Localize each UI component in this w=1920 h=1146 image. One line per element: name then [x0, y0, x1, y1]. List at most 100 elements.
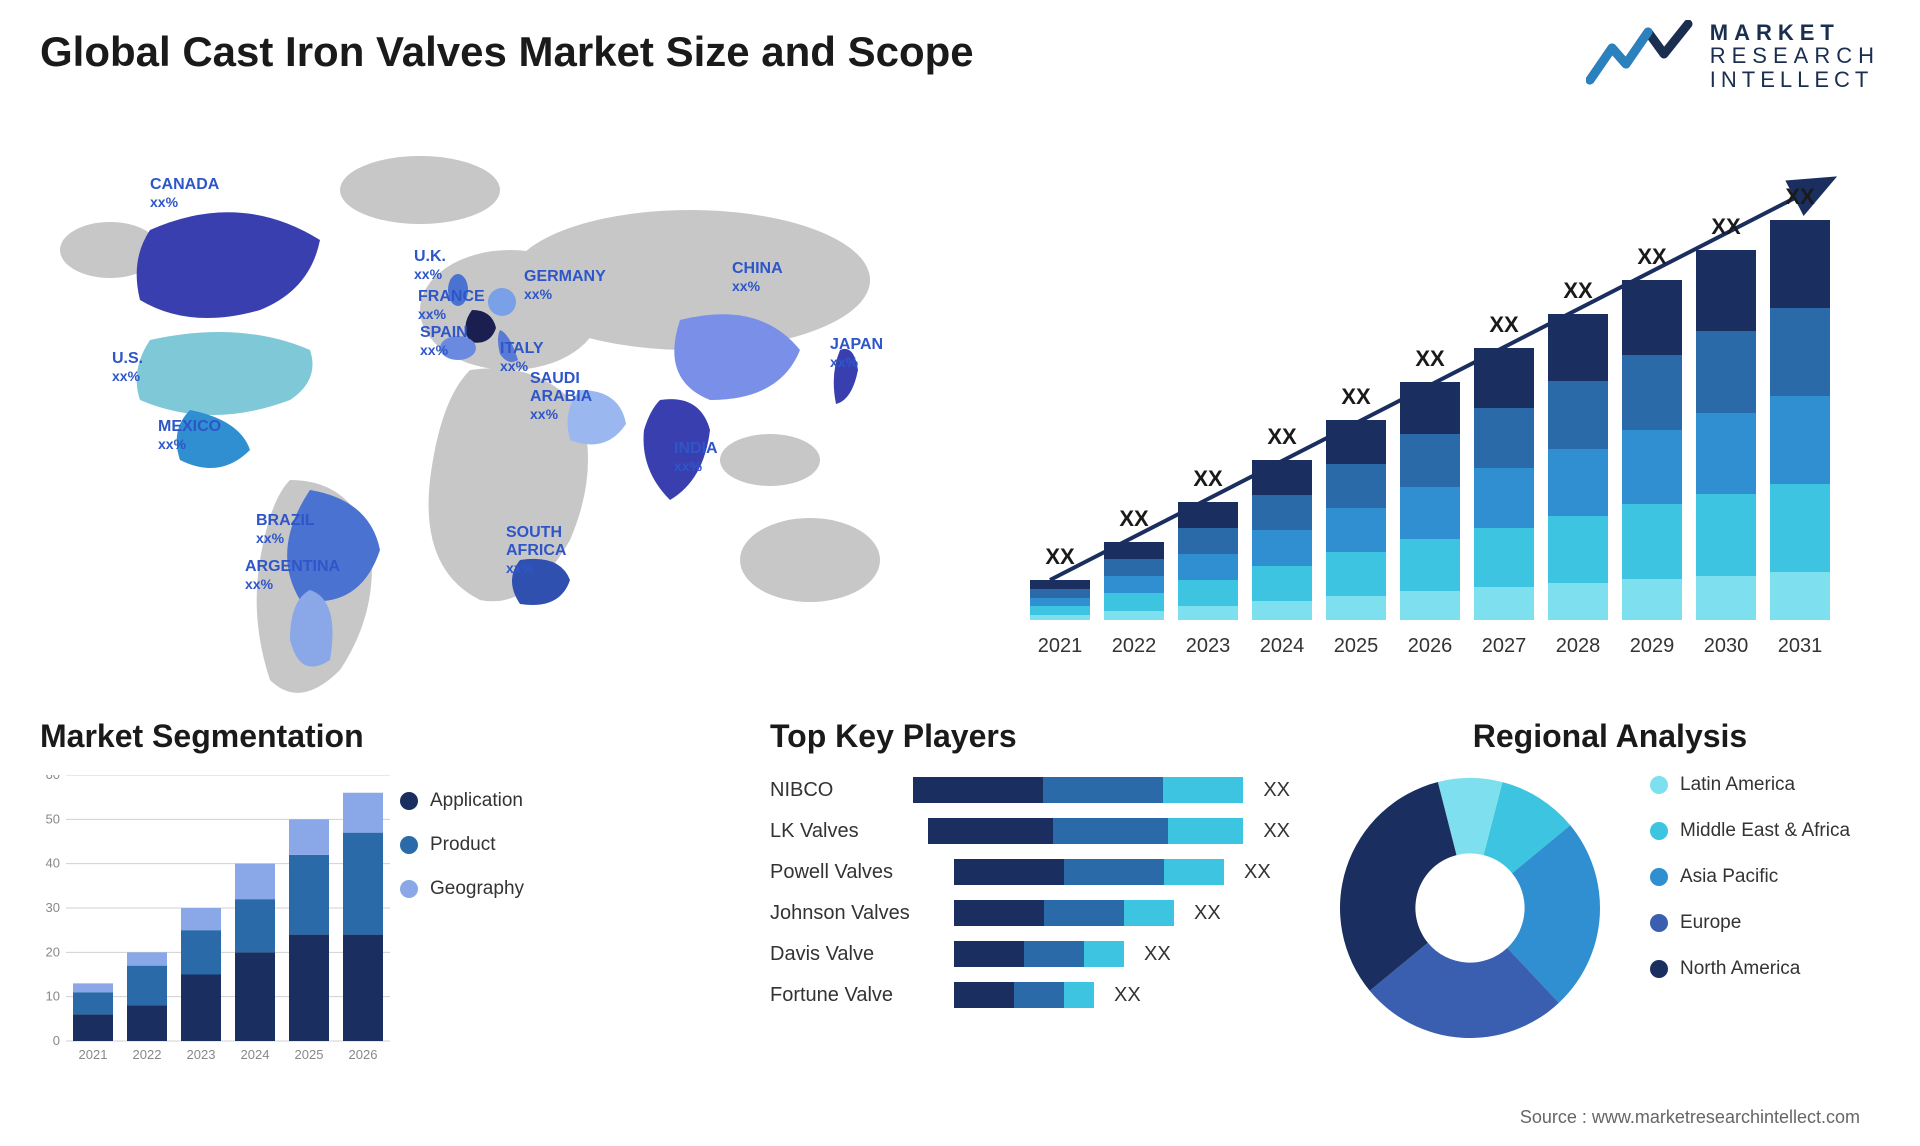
svg-text:2024: 2024: [241, 1047, 270, 1062]
player-row: Powell Valves XX: [770, 859, 1290, 885]
forecast-value: XX: [1252, 424, 1312, 450]
segmentation-legend: ApplicationProductGeography: [400, 790, 524, 900]
players-list: NIBCO XX LK Valves XX Powell Valves XX Johnson…: [770, 777, 1290, 1008]
map-label: SPAINxx%: [420, 324, 468, 358]
player-value: XX: [1144, 943, 1171, 966]
svg-text:2023: 2023: [187, 1047, 216, 1062]
forecast-value: XX: [1400, 346, 1460, 372]
svg-text:20: 20: [46, 944, 60, 959]
svg-text:30: 30: [46, 900, 60, 915]
map-label: MEXICOxx%: [158, 418, 221, 452]
forecast-year-label: 2026: [1400, 635, 1460, 658]
source-text: Source : www.marketresearchintellect.com: [1520, 1107, 1860, 1128]
map-label: U.K.xx%: [414, 248, 446, 282]
svg-text:50: 50: [46, 811, 60, 826]
logo-text-1: MARKET: [1710, 21, 1880, 44]
map-label: ITALYxx%: [500, 340, 544, 374]
map-label: CANADAxx%: [150, 176, 219, 210]
players-title: Top Key Players: [770, 718, 1290, 755]
forecast-year-label: 2029: [1622, 635, 1682, 658]
player-bar: [954, 900, 1174, 926]
forecast-bar: XX2025: [1326, 420, 1386, 620]
forecast-year-label: 2022: [1104, 635, 1164, 658]
forecast-value: XX: [1030, 544, 1090, 570]
player-name: LK Valves: [770, 820, 914, 843]
forecast-bar: XX2023: [1178, 502, 1238, 620]
legend-item: Product: [400, 834, 524, 856]
logo-text-3: INTELLECT: [1710, 68, 1880, 91]
svg-text:2022: 2022: [133, 1047, 162, 1062]
player-row: Fortune Valve XX: [770, 982, 1290, 1008]
forecast-bar: XX2026: [1400, 382, 1460, 620]
map-label: FRANCExx%: [418, 288, 485, 322]
forecast-year-label: 2023: [1178, 635, 1238, 658]
player-row: NIBCO XX: [770, 777, 1290, 803]
map-label: ARGENTINAxx%: [245, 558, 340, 592]
map-label: BRAZILxx%: [256, 512, 315, 546]
player-bar: [928, 818, 1243, 844]
forecast-value: XX: [1770, 184, 1830, 210]
forecast-bar: XX2030: [1696, 250, 1756, 620]
player-name: Powell Valves: [770, 861, 940, 884]
player-bar: [954, 982, 1094, 1008]
world-map: CANADAxx% U.S.xx% MEXICOxx% BRAZILxx% ARGENT…: [40, 140, 920, 700]
forecast-value: XX: [1104, 506, 1164, 532]
svg-text:60: 60: [46, 775, 60, 782]
forecast-value: XX: [1178, 466, 1238, 492]
player-bar: [954, 941, 1124, 967]
map-label: CHINAxx%: [732, 260, 783, 294]
forecast-bar: XX2021: [1030, 580, 1090, 620]
player-name: NIBCO: [770, 779, 899, 802]
forecast-year-label: 2027: [1474, 635, 1534, 658]
brand-logo: MARKET RESEARCH INTELLECT: [1586, 20, 1880, 92]
logo-mark-icon: [1586, 20, 1696, 92]
player-bar: [954, 859, 1224, 885]
svg-text:10: 10: [46, 989, 60, 1004]
forecast-value: XX: [1696, 214, 1756, 240]
forecast-bar: XX2029: [1622, 280, 1682, 620]
legend-item: Latin America: [1650, 774, 1850, 796]
player-name: Davis Valve: [770, 943, 940, 966]
svg-text:2021: 2021: [79, 1047, 108, 1062]
svg-text:2025: 2025: [295, 1047, 324, 1062]
forecast-year-label: 2024: [1252, 635, 1312, 658]
player-row: Davis Valve XX: [770, 941, 1290, 967]
player-row: LK Valves XX: [770, 818, 1290, 844]
map-label: U.S.xx%: [112, 350, 143, 384]
player-value: XX: [1114, 984, 1141, 1007]
legend-item: Application: [400, 790, 524, 812]
forecast-bar: XX2024: [1252, 460, 1312, 620]
player-row: Johnson ValvesXX: [770, 900, 1290, 926]
player-value: XX: [1263, 820, 1290, 843]
players-section: Top Key Players NIBCOXXLK ValvesXXPowell…: [770, 718, 1290, 1008]
page-title: Global Cast Iron Valves Market Size and …: [40, 28, 974, 76]
map-label: GERMANYxx%: [524, 268, 606, 302]
forecast-value: XX: [1622, 244, 1682, 270]
forecast-bar: XX2027: [1474, 348, 1534, 620]
forecast-bar: XX2031: [1770, 220, 1830, 620]
map-label: JAPANxx%: [830, 336, 883, 370]
forecast-bar: XX2022: [1104, 542, 1164, 620]
segmentation-title: Market Segmentation: [40, 718, 560, 755]
svg-text:2026: 2026: [349, 1047, 378, 1062]
forecast-year-label: 2031: [1770, 635, 1830, 658]
segmentation-chart: 0102030405060202120222023202420252026: [40, 775, 390, 1085]
legend-item: Middle East & Africa: [1650, 820, 1850, 842]
forecast-value: XX: [1326, 384, 1386, 410]
forecast-year-label: 2025: [1326, 635, 1386, 658]
player-value: XX: [1244, 861, 1271, 884]
player-name: Johnson Valves: [770, 902, 940, 925]
forecast-year-label: 2028: [1548, 635, 1608, 658]
player-name: Fortune Valve: [770, 984, 940, 1007]
forecast-value: XX: [1474, 312, 1534, 338]
logo-text-2: RESEARCH: [1710, 44, 1880, 67]
forecast-chart: XX2021XX2022XX2023XX2024XX2025XX2026XX20…: [1030, 150, 1850, 670]
forecast-bar: XX2028: [1548, 314, 1608, 620]
map-label: SOUTHAFRICAxx%: [506, 524, 566, 576]
player-bar: [913, 777, 1243, 803]
map-label: SAUDIARABIAxx%: [530, 370, 592, 422]
map-label: INDIAxx%: [674, 440, 718, 474]
regional-section: Regional Analysis Latin AmericaMiddle Ea…: [1330, 718, 1890, 755]
player-value: XX: [1263, 779, 1290, 802]
regional-title: Regional Analysis: [1330, 718, 1890, 755]
